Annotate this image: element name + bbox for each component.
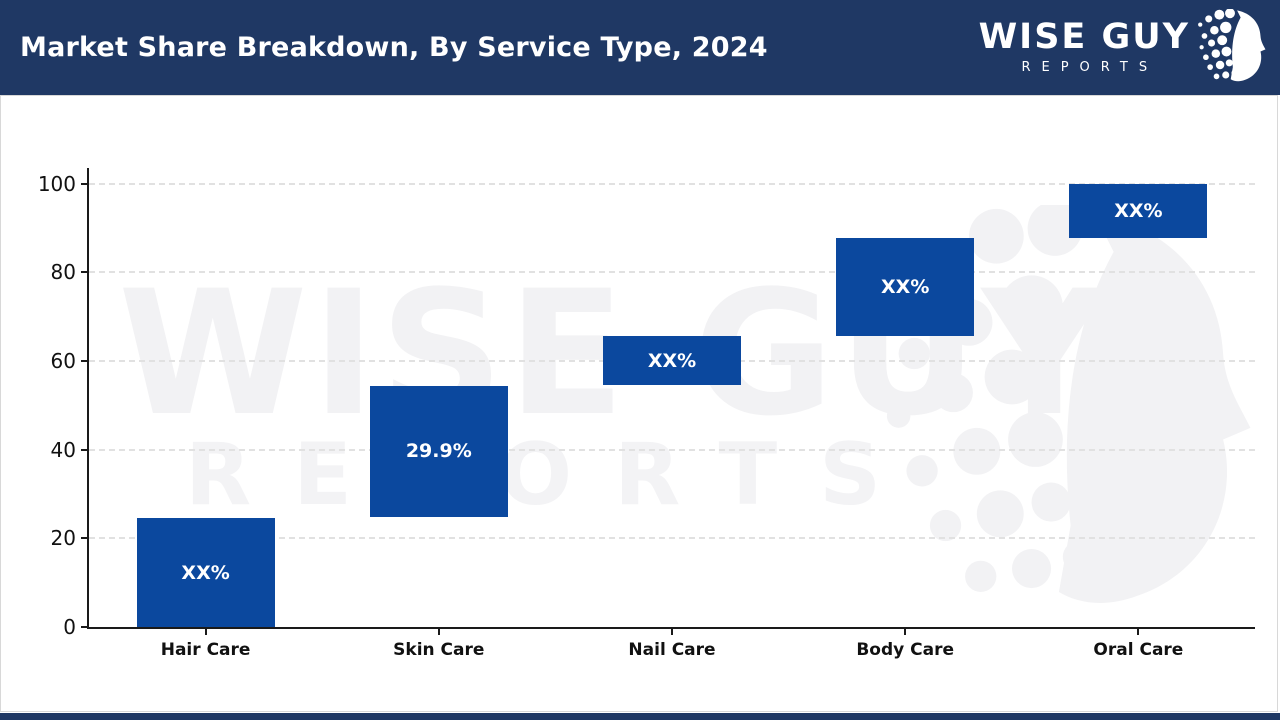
y-tick-label: 40 bbox=[50, 437, 76, 462]
bar: XX% bbox=[1069, 184, 1208, 238]
y-tick-mark bbox=[81, 182, 89, 185]
x-tick-label: Skin Care bbox=[393, 640, 485, 660]
wiseguy-logo: WISE GUY REPORTS bbox=[978, 8, 1266, 87]
y-tick-mark bbox=[81, 448, 89, 451]
gridline bbox=[89, 448, 1255, 451]
header: Market Share Breakdown, By Service Type,… bbox=[0, 0, 1280, 95]
footer-bar bbox=[0, 713, 1280, 720]
x-axis-line bbox=[87, 627, 1255, 629]
x-tick-mark bbox=[904, 629, 907, 635]
x-tick-mark bbox=[1137, 629, 1140, 635]
logo-wordmark: WISE GUY bbox=[978, 17, 1190, 57]
x-tick-label: Nail Care bbox=[628, 640, 716, 660]
x-tick-mark bbox=[437, 629, 440, 635]
bar: 29.9% bbox=[369, 386, 508, 517]
bar-value-label: XX% bbox=[647, 349, 697, 372]
x-tick-label: Body Care bbox=[856, 640, 955, 660]
y-tick-label: 80 bbox=[50, 260, 76, 285]
bar-value-label: 29.9% bbox=[405, 440, 472, 463]
bar-value-label: XX% bbox=[1114, 200, 1163, 222]
bar-value-label: XX% bbox=[881, 275, 930, 298]
wiseguy-head-icon bbox=[1198, 8, 1266, 81]
y-tick-label: 60 bbox=[50, 348, 76, 373]
bar: XX% bbox=[603, 336, 741, 386]
gridline bbox=[89, 182, 1255, 185]
y-axis-line bbox=[87, 168, 89, 629]
y-tick-label: 0 bbox=[63, 615, 76, 639]
bar: XX% bbox=[836, 237, 975, 337]
x-tick-mark bbox=[671, 629, 673, 635]
y-tick-mark bbox=[81, 626, 89, 628]
x-tick-label: Oral Care bbox=[1093, 640, 1184, 660]
watermark-subtitle: REPORTS bbox=[185, 425, 924, 525]
y-tick-mark bbox=[81, 359, 89, 362]
y-tick-mark bbox=[81, 537, 89, 540]
x-tick-label: Hair Care bbox=[160, 640, 251, 660]
gridline bbox=[89, 271, 1255, 274]
bar-value-label: XX% bbox=[181, 561, 230, 584]
bar: XX% bbox=[136, 518, 275, 627]
y-tick-label: 100 bbox=[37, 171, 76, 196]
y-tick-label: 20 bbox=[50, 526, 76, 551]
x-tick-mark bbox=[204, 629, 207, 635]
gridline bbox=[89, 537, 1255, 540]
page-title: Market Share Breakdown, By Service Type,… bbox=[20, 32, 768, 63]
y-tick-mark bbox=[81, 271, 89, 274]
logo-subtitle: REPORTS bbox=[1021, 60, 1159, 75]
